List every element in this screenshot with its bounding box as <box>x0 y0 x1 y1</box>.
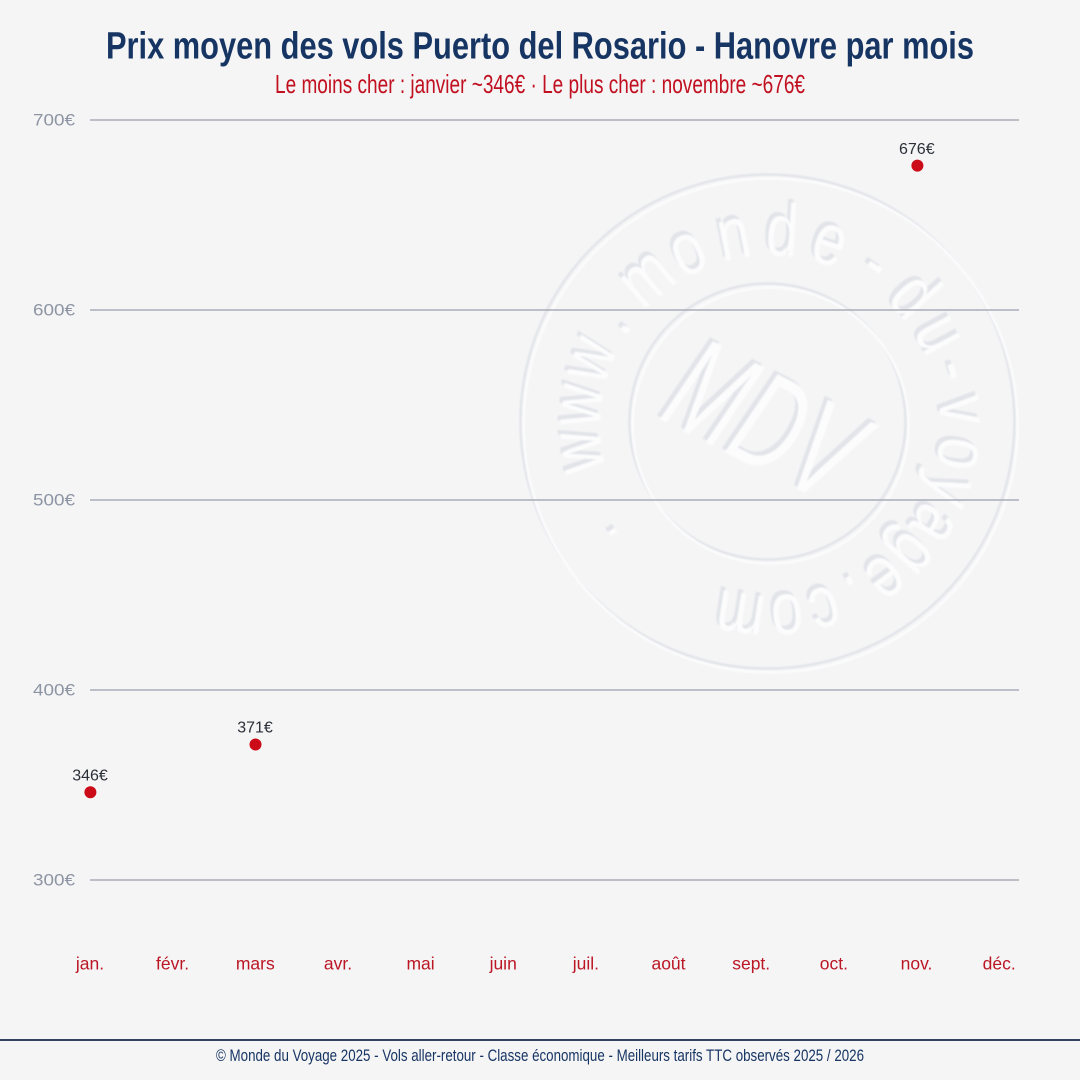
svg-text:mai: mai <box>406 954 434 974</box>
svg-text:700€: 700€ <box>33 111 76 130</box>
svg-text:Le moins cher : janvier ~346€: Le moins cher : janvier ~346€ · Le plus … <box>275 69 805 99</box>
svg-text:août: août <box>651 954 685 974</box>
svg-text:nov.: nov. <box>901 954 933 974</box>
svg-text:300€: 300€ <box>33 871 76 890</box>
svg-text:févr.: févr. <box>156 954 189 974</box>
svg-text:juil.: juil. <box>572 954 599 974</box>
svg-text:346€: 346€ <box>72 768 108 785</box>
svg-text:mars: mars <box>236 954 275 974</box>
svg-text:jan.: jan. <box>75 954 104 974</box>
svg-text:676€: 676€ <box>899 141 935 158</box>
svg-text:sept.: sept. <box>732 954 770 974</box>
svg-text:oct.: oct. <box>820 954 848 974</box>
svg-text:500€: 500€ <box>33 491 76 510</box>
svg-text:Prix moyen des vols Puerto del: Prix moyen des vols Puerto del Rosario -… <box>106 26 974 68</box>
svg-text:juin: juin <box>489 954 517 974</box>
svg-text:avr.: avr. <box>324 954 352 974</box>
svg-text:© Monde du Voyage 2025 - Vols: © Monde du Voyage 2025 - Vols aller-reto… <box>216 1047 864 1065</box>
svg-text:371€: 371€ <box>237 720 273 737</box>
svg-text:400€: 400€ <box>33 681 76 700</box>
svg-text:déc.: déc. <box>983 954 1016 974</box>
svg-text:600€: 600€ <box>33 301 76 320</box>
